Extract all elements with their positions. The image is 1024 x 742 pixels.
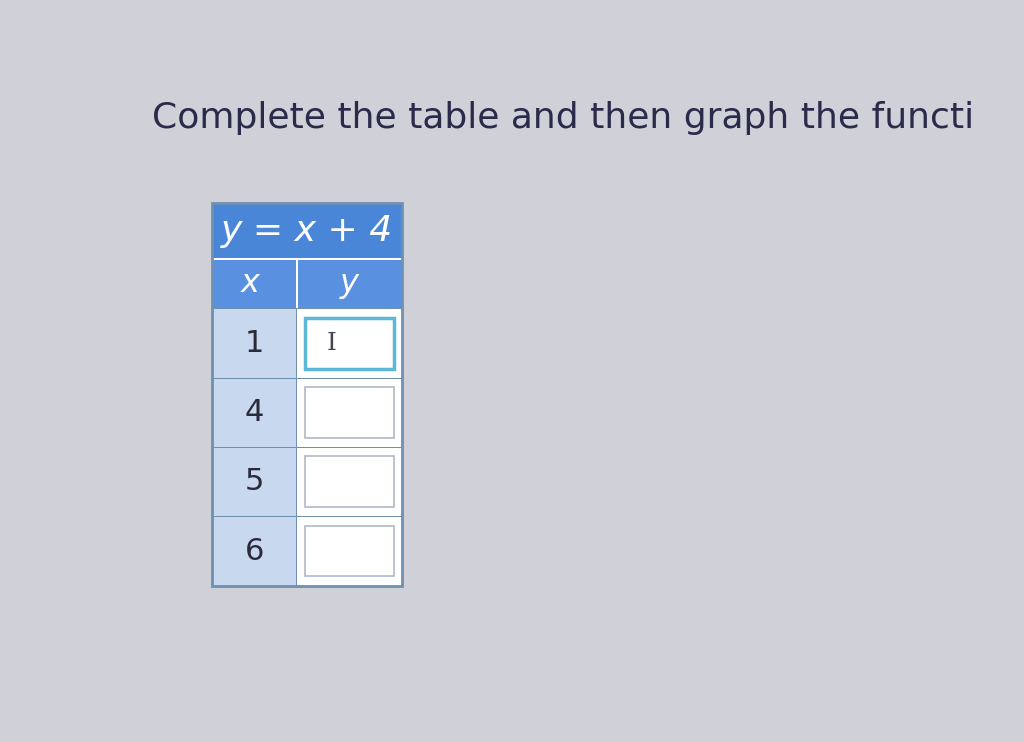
Text: 1: 1 (245, 329, 264, 358)
Bar (212, 258, 297, 309)
Bar (305, 318, 394, 369)
Bar (296, 258, 298, 309)
Bar (212, 203, 401, 585)
Bar (212, 258, 401, 260)
Bar (212, 203, 401, 258)
Bar (212, 447, 401, 448)
Bar (212, 516, 401, 517)
Text: 6: 6 (245, 536, 264, 565)
Text: 5: 5 (245, 467, 264, 496)
Bar (297, 516, 401, 585)
Text: y = x + 4: y = x + 4 (220, 214, 393, 248)
Bar (212, 516, 297, 585)
Bar (297, 447, 401, 516)
Bar (305, 456, 394, 507)
Bar (305, 387, 394, 438)
Bar (297, 309, 401, 378)
Bar (212, 378, 297, 447)
Bar (212, 447, 297, 516)
Bar (305, 525, 394, 577)
Bar (212, 309, 297, 378)
Text: x: x (241, 268, 259, 299)
Text: I: I (327, 332, 336, 355)
Bar (297, 378, 401, 447)
Text: 4: 4 (245, 398, 264, 427)
Bar (297, 258, 401, 309)
Text: y: y (340, 268, 358, 299)
Text: Complete the table and then graph the functi: Complete the table and then graph the fu… (152, 102, 974, 135)
